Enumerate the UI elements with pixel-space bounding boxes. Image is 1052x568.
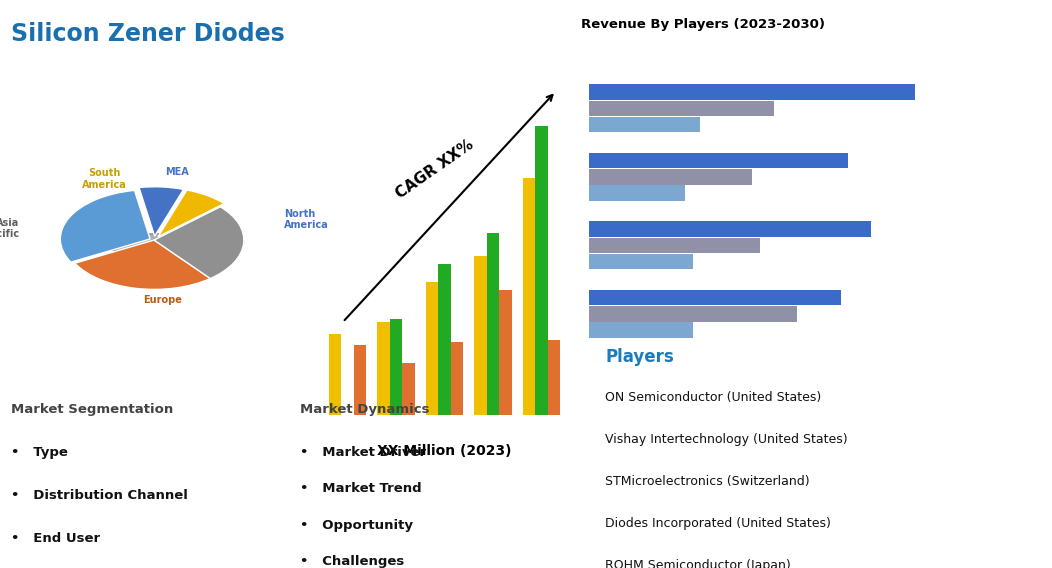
Text: Players: Players: [605, 348, 673, 366]
Text: Revenue By Players (2023-2030): Revenue By Players (2023-2030): [581, 18, 825, 31]
Text: •   Opportunity: • Opportunity: [300, 519, 412, 532]
Bar: [589, 101, 774, 116]
Text: XX Million (2023): XX Million (2023): [378, 444, 511, 457]
Bar: [548, 340, 561, 415]
Bar: [589, 237, 760, 253]
Bar: [353, 345, 366, 415]
Bar: [389, 319, 402, 415]
Bar: [589, 85, 915, 100]
Text: CAGR XX%: CAGR XX%: [393, 137, 477, 202]
Text: •   Challenges: • Challenges: [300, 555, 404, 568]
Bar: [328, 334, 341, 415]
Text: Europe: Europe: [144, 295, 182, 305]
Wedge shape: [154, 207, 244, 278]
Text: MEA: MEA: [165, 167, 188, 177]
Bar: [589, 117, 701, 132]
Bar: [474, 256, 487, 415]
Bar: [426, 282, 439, 415]
Bar: [589, 306, 796, 321]
Text: •   Type: • Type: [11, 446, 67, 459]
Text: South
America: South America: [82, 168, 127, 190]
Bar: [500, 290, 512, 415]
Wedge shape: [158, 190, 224, 237]
Text: Market Dynamics: Market Dynamics: [300, 403, 429, 416]
Text: •   Market Trend: • Market Trend: [300, 482, 422, 495]
Bar: [589, 222, 871, 237]
Text: Asia
Pacific: Asia Pacific: [0, 218, 20, 239]
Text: •   Market Driver: • Market Driver: [300, 446, 426, 459]
Text: Vishay Intertechnology (United States): Vishay Intertechnology (United States): [605, 433, 848, 446]
Bar: [450, 343, 463, 415]
Text: Market Segmentation: Market Segmentation: [11, 403, 173, 416]
Text: STMicroelectronics (Switzerland): STMicroelectronics (Switzerland): [605, 475, 810, 488]
Wedge shape: [139, 187, 183, 236]
Text: •   End User: • End User: [11, 532, 100, 545]
Text: Diodes Incorporated (United States): Diodes Incorporated (United States): [605, 517, 831, 530]
Ellipse shape: [64, 233, 244, 252]
Bar: [589, 153, 849, 168]
Bar: [589, 254, 693, 269]
Text: Silicon Zener Diodes: Silicon Zener Diodes: [11, 22, 284, 46]
Bar: [377, 322, 389, 415]
Bar: [523, 178, 535, 415]
Bar: [535, 126, 548, 415]
Text: ROHM Semiconductor (Japan): ROHM Semiconductor (Japan): [605, 559, 791, 568]
Bar: [439, 265, 450, 415]
Bar: [589, 185, 686, 201]
Wedge shape: [75, 240, 210, 290]
Text: ON Semiconductor (United States): ON Semiconductor (United States): [605, 391, 822, 404]
Bar: [589, 169, 752, 185]
Bar: [487, 233, 500, 415]
Bar: [589, 290, 841, 305]
Bar: [402, 362, 414, 415]
Text: North
America: North America: [284, 208, 329, 230]
Text: •   Distribution Channel: • Distribution Channel: [11, 489, 187, 502]
Wedge shape: [60, 190, 150, 262]
Bar: [589, 323, 693, 338]
